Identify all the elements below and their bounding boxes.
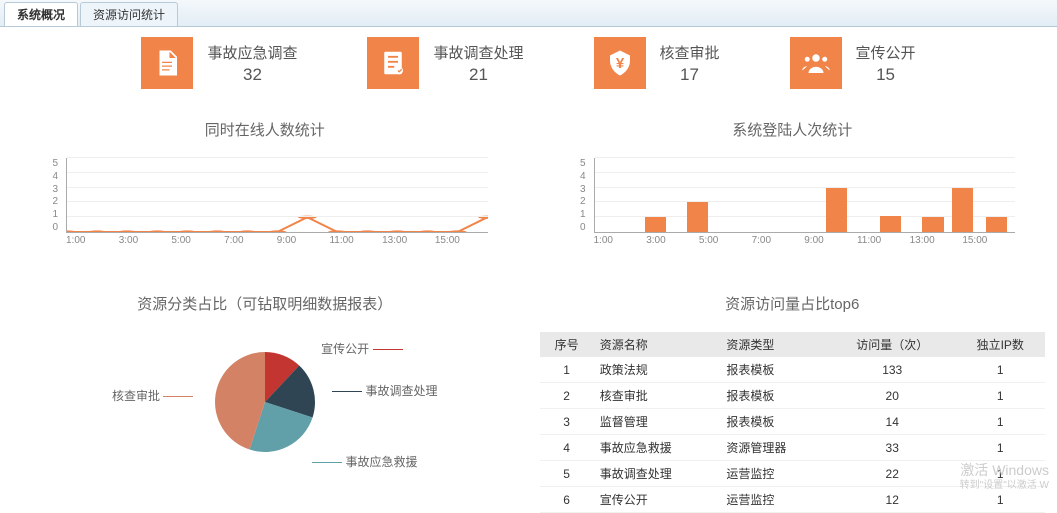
table-title: 资源访问量占比top6 <box>540 293 1046 314</box>
online-line-chart[interactable]: 012345 1:003:005:007:009:0011:0013:0015:… <box>42 158 488 253</box>
tab-overview[interactable]: 系统概况 <box>4 2 78 26</box>
table-header: 资源名称 <box>594 332 721 357</box>
bar[interactable] <box>645 217 666 232</box>
stat-value: 32 <box>207 65 297 85</box>
stat-label: 事故调查处理 <box>433 42 523 63</box>
stat-card-publicity[interactable]: 宣传公开15 <box>790 37 916 89</box>
pie-chart-panel: 资源分类占比（可钻取明细数据报表） 宣传公开 事故调查处理 事故应急救援 核查审… <box>12 283 518 513</box>
tab-resource-stats[interactable]: 资源访问统计 <box>80 2 178 26</box>
stat-card-process[interactable]: 事故调查处理21 <box>367 37 523 89</box>
table-row[interactable]: 2核查审批报表模板201 <box>540 383 1046 409</box>
form-icon <box>367 37 419 89</box>
stat-label: 宣传公开 <box>856 42 916 63</box>
table-header: 资源类型 <box>720 332 829 357</box>
resource-pie-chart[interactable]: 宣传公开 事故调查处理 事故应急救援 核查审批 <box>12 332 518 472</box>
stat-cards-row: 事故应急调查32 事故调查处理21 ¥ 核查审批17 宣传公开15 <box>12 27 1045 109</box>
table-row[interactable]: 3监督管理报表模板141 <box>540 409 1046 435</box>
stat-value: 17 <box>660 65 720 85</box>
money-icon: ¥ <box>594 37 646 89</box>
bar[interactable] <box>826 188 847 232</box>
tab-bar: 系统概况 资源访问统计 <box>0 0 1057 27</box>
login-bar-chart[interactable]: 012345 1:003:005:007:009:0011:0013:0015:… <box>570 158 1016 253</box>
bar[interactable] <box>986 217 1007 232</box>
people-icon <box>790 37 842 89</box>
login-chart-panel: 系统登陆人次统计 012345 1:003:005:007:009:0011:0… <box>540 109 1046 253</box>
stat-value: 21 <box>433 65 523 85</box>
pie-label-process: 事故调查处理 <box>332 382 437 399</box>
table-header: 序号 <box>540 332 594 357</box>
stat-card-investigation[interactable]: 事故应急调查32 <box>141 37 297 89</box>
document-icon <box>141 37 193 89</box>
chart-title: 系统登陆人次统计 <box>540 119 1046 140</box>
stat-label: 核查审批 <box>660 42 720 63</box>
table-row[interactable]: 1政策法规报表模板1331 <box>540 357 1046 383</box>
table-header: 独立IP数 <box>956 332 1045 357</box>
stat-card-approval[interactable]: ¥ 核查审批17 <box>594 37 720 89</box>
bar[interactable] <box>922 217 943 232</box>
bar[interactable] <box>687 202 708 232</box>
stat-value: 15 <box>856 65 916 85</box>
windows-activation-watermark: 激活 Windows 转到"设置"以激活 W <box>960 461 1049 492</box>
pie-label-publicity: 宣传公开 <box>321 340 402 357</box>
svg-text:¥: ¥ <box>615 55 624 72</box>
pie-label-rescue: 事故应急救援 <box>312 453 417 470</box>
table-header: 访问量（次） <box>829 332 956 357</box>
chart-title: 资源分类占比（可钻取明细数据报表） <box>12 293 518 314</box>
table-row[interactable]: 4事故应急救援资源管理器331 <box>540 435 1046 461</box>
pie-label-approval: 核查审批 <box>112 387 193 404</box>
online-chart-panel: 同时在线人数统计 012345 1:003:005:007:009:0011:0… <box>12 109 518 253</box>
stat-label: 事故应急调查 <box>207 42 297 63</box>
bar[interactable] <box>880 216 901 232</box>
bar[interactable] <box>952 188 973 232</box>
main-content: 事故应急调查32 事故调查处理21 ¥ 核查审批17 宣传公开15 同时在线人数… <box>0 27 1057 513</box>
chart-title: 同时在线人数统计 <box>12 119 518 140</box>
